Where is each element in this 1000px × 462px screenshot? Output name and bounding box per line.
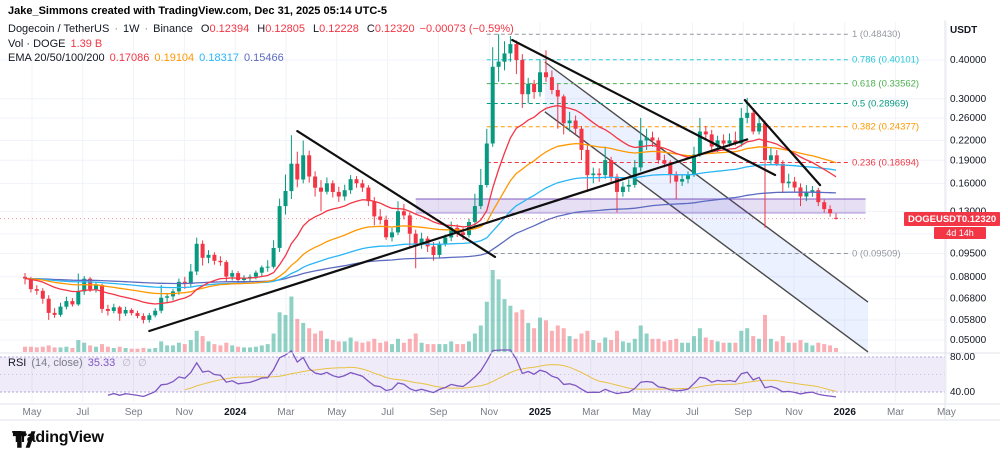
svg-text:0.26000: 0.26000	[950, 113, 987, 124]
svg-text:Jul: Jul	[76, 407, 89, 418]
ema-100-line	[24, 164, 837, 289]
fib-retracement[interactable]: 1 (0.48430) 0.786 (0.40101) 0.618 (0.33562…	[486, 29, 919, 260]
ohlc-open: O0.12394	[200, 23, 250, 35]
descending-channel[interactable]	[544, 61, 869, 353]
svg-text:0.13000: 0.13000	[950, 206, 987, 217]
ema-200-line	[24, 191, 837, 285]
svg-text:0.22000: 0.22000	[950, 136, 987, 147]
candles	[23, 34, 838, 324]
svg-text:Nov: Nov	[785, 407, 803, 418]
ema20-value: 0.17086	[109, 52, 150, 64]
svg-text:USDT: USDT	[950, 25, 977, 36]
ema-legend[interactable]: EMA 20/50/100/200 0.17086 0.19104 0.1831…	[8, 52, 284, 64]
svg-text:0.05800: 0.05800	[950, 315, 987, 326]
svg-text:Nov: Nov	[176, 407, 194, 418]
ema200-value: 0.15466	[243, 52, 284, 64]
svg-text:Sep: Sep	[734, 407, 752, 418]
empty-set-icon: ∅	[122, 358, 131, 369]
rsi-legend[interactable]: RSI (14, close) 35.33 ∅ ∅	[8, 357, 147, 369]
svg-text:0.786 (0.40101): 0.786 (0.40101)	[852, 55, 919, 66]
tradingview-logo[interactable]: TradingView	[12, 429, 104, 448]
bar-countdown-badge: 4d 14h	[934, 227, 986, 239]
symbol-legend[interactable]: Dogecoin / TetherUS · 1W · Binance O0.12…	[8, 23, 514, 35]
trendlines[interactable]	[148, 38, 822, 333]
legend-separator: ·	[144, 23, 149, 35]
tradingview-logo-icon	[12, 431, 36, 448]
svg-text:0.236 (0.18694): 0.236 (0.18694)	[852, 158, 919, 169]
svg-text:0.06800: 0.06800	[950, 294, 987, 305]
svg-text:0.08000: 0.08000	[950, 272, 987, 283]
svg-text:Mar: Mar	[582, 407, 600, 418]
svg-text:0.30000: 0.30000	[950, 94, 987, 105]
interval-label[interactable]: 1W	[122, 23, 140, 35]
ohlc-close: C0.12320	[366, 23, 415, 35]
svg-text:Jul: Jul	[381, 407, 394, 418]
change-value: −0.00073 (−0.59%)	[419, 23, 514, 35]
svg-text:0.5 (0.28969): 0.5 (0.28969)	[852, 99, 909, 110]
attribution-text: Jake_Simmons created with TradingView.co…	[8, 5, 388, 17]
svg-text:0 (0.09509): 0 (0.09509)	[852, 249, 901, 260]
svg-text:0.16000: 0.16000	[950, 178, 987, 189]
pane-borders	[0, 20, 1000, 421]
ohlc-low: L0.12228	[312, 23, 359, 35]
grid-lines	[0, 22, 947, 402]
svg-text:2024: 2024	[224, 407, 247, 418]
rsi-axis[interactable]: 80.00 40.00	[950, 352, 975, 398]
rsi-pane[interactable]	[0, 349, 945, 398]
volume-legend[interactable]: Vol · DOGE 1.39 B	[8, 38, 102, 50]
badge-price: 0.12320	[961, 213, 997, 225]
ema-label: EMA 20/50/100/200	[8, 52, 105, 64]
svg-text:0.382 (0.24377): 0.382 (0.24377)	[852, 122, 919, 133]
svg-text:0.40000: 0.40000	[950, 55, 987, 66]
ohlc-high: H0.12805	[257, 23, 305, 35]
ema50-value: 0.19104	[154, 52, 195, 64]
svg-text:Nov: Nov	[480, 407, 498, 418]
support-zone-band[interactable]	[415, 198, 866, 214]
svg-text:May: May	[23, 407, 42, 418]
svg-text:0.19000: 0.19000	[950, 155, 987, 166]
svg-text:Mar: Mar	[887, 407, 905, 418]
legend-separator: ·	[114, 23, 118, 35]
svg-text:Sep: Sep	[430, 407, 448, 418]
svg-text:May: May	[327, 407, 346, 418]
svg-text:2026: 2026	[834, 407, 857, 418]
rsi-label: RSI	[8, 357, 27, 369]
svg-text:May: May	[937, 407, 956, 418]
volume-value: 1.39 B	[70, 38, 103, 50]
svg-text:0.05000: 0.05000	[950, 335, 987, 346]
exchange-label[interactable]: Binance	[153, 23, 193, 35]
symbol-title[interactable]: Dogecoin / TetherUS	[8, 23, 110, 35]
volume-bars	[23, 270, 838, 352]
svg-text:80.00: 80.00	[950, 352, 975, 363]
svg-text:0.618 (0.33562): 0.618 (0.33562)	[852, 79, 919, 90]
svg-text:May: May	[632, 407, 651, 418]
svg-text:Mar: Mar	[277, 407, 295, 418]
time-axis[interactable]: May Jul Sep Nov 2024 Mar May Jul Sep Nov 2025 Mar Ma…	[23, 407, 956, 418]
svg-text:2025: 2025	[529, 407, 552, 418]
badge-symbol: DOGEUSDT	[908, 213, 962, 225]
rsi-line	[107, 349, 837, 398]
price-axis[interactable]: USDT 0.40000 0.30000 0.26000 0.22000 0.19000 0…	[950, 25, 987, 346]
tradingview-logo-text: TradingView	[12, 429, 104, 446]
svg-text:40.00: 40.00	[950, 387, 975, 398]
last-price-badge[interactable]: DOGEUSDT 0.12320	[904, 212, 1000, 226]
volume-label: Vol · DOGE	[8, 38, 66, 50]
rsi-value: 35.33	[87, 357, 116, 369]
empty-set-icon: ∅	[137, 358, 147, 369]
rsi-ma-line	[184, 364, 837, 392]
svg-text:Jul: Jul	[686, 407, 699, 418]
svg-text:0.09500: 0.09500	[950, 249, 987, 260]
ema100-value: 0.18317	[199, 52, 239, 64]
svg-text:1 (0.48430): 1 (0.48430)	[852, 29, 901, 40]
svg-text:Sep: Sep	[125, 407, 143, 418]
rsi-params: (14, close)	[31, 357, 83, 369]
